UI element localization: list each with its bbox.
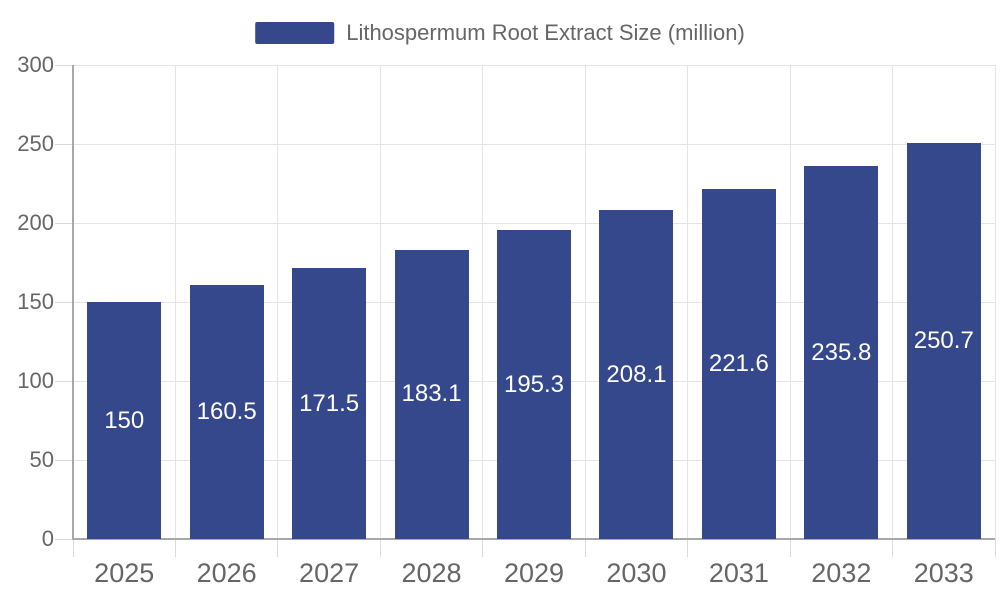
bar-2025[interactable]: 150 bbox=[87, 302, 162, 539]
x-axis-tick bbox=[174, 539, 176, 557]
h-gridline bbox=[73, 143, 995, 145]
bar-2027[interactable]: 171.5 bbox=[292, 268, 367, 539]
x-axis-tick bbox=[379, 539, 381, 557]
bar-2032[interactable]: 235.8 bbox=[804, 166, 879, 539]
bar-value-label: 208.1 bbox=[606, 360, 667, 388]
y-axis-tick bbox=[55, 143, 73, 145]
v-gridline bbox=[994, 65, 996, 539]
y-axis-label: 100 bbox=[17, 368, 54, 393]
y-axis-tick bbox=[55, 459, 73, 461]
legend-label: Lithospermum Root Extract Size (million) bbox=[346, 20, 745, 45]
x-axis-tick bbox=[72, 539, 74, 557]
bar-value-label: 250.7 bbox=[913, 326, 974, 354]
h-gridline bbox=[73, 64, 995, 66]
y-axis-label: 250 bbox=[17, 131, 54, 156]
y-axis-label: 50 bbox=[29, 447, 54, 472]
v-gridline bbox=[482, 65, 484, 539]
x-axis-label-2031: 2031 bbox=[708, 558, 769, 588]
y-axis-tick bbox=[55, 64, 73, 66]
x-axis-tick bbox=[994, 539, 996, 557]
x-axis-label-2032: 2032 bbox=[811, 558, 872, 588]
legend[interactable]: Lithospermum Root Extract Size (million) bbox=[255, 20, 745, 46]
x-axis-tick bbox=[482, 539, 484, 557]
v-gridline bbox=[174, 65, 176, 539]
bar-2031[interactable]: 221.6 bbox=[701, 188, 776, 539]
v-gridline bbox=[584, 65, 586, 539]
bar-2026[interactable]: 160.5 bbox=[189, 285, 264, 539]
y-axis-label: 300 bbox=[17, 52, 54, 77]
x-axis-label-2029: 2029 bbox=[503, 558, 565, 588]
y-axis-tick bbox=[55, 380, 73, 382]
v-gridline bbox=[789, 65, 791, 539]
x-axis-tick bbox=[892, 539, 894, 557]
y-axis-tick bbox=[55, 301, 73, 303]
x-axis-label-2025: 2025 bbox=[94, 558, 155, 588]
bar-value-label: 195.3 bbox=[503, 370, 565, 398]
x-axis-tick bbox=[687, 539, 689, 557]
bar-value-label: 221.6 bbox=[708, 349, 769, 377]
x-axis-label-2033: 2033 bbox=[913, 558, 974, 588]
bar-value-label: 150 bbox=[104, 406, 145, 434]
x-axis-tick bbox=[584, 539, 586, 557]
bar-value-label: 235.8 bbox=[811, 338, 872, 366]
bar-2033[interactable]: 250.7 bbox=[906, 142, 981, 539]
v-gridline bbox=[379, 65, 381, 539]
v-gridline bbox=[892, 65, 894, 539]
v-gridline bbox=[687, 65, 689, 539]
y-axis-tick bbox=[55, 222, 73, 224]
x-axis-tick bbox=[277, 539, 279, 557]
y-axis-label: 0 bbox=[41, 526, 54, 551]
v-gridline bbox=[277, 65, 279, 539]
bar-2028[interactable]: 183.1 bbox=[394, 249, 469, 539]
x-axis-line bbox=[72, 538, 995, 540]
x-axis-label-2027: 2027 bbox=[299, 558, 360, 588]
x-axis-label-2026: 2026 bbox=[196, 558, 257, 588]
y-axis-tick bbox=[55, 538, 73, 540]
bar-2030[interactable]: 208.1 bbox=[599, 210, 674, 539]
x-axis-label-2030: 2030 bbox=[606, 558, 667, 588]
legend-swatch-icon bbox=[255, 22, 335, 44]
h-gridline bbox=[73, 222, 995, 224]
y-axis-label: 200 bbox=[17, 210, 54, 235]
x-axis-tick bbox=[789, 539, 791, 557]
bar-value-label: 171.5 bbox=[299, 389, 360, 417]
y-axis-line bbox=[72, 65, 74, 539]
y-axis-label: 150 bbox=[17, 289, 54, 314]
x-axis-label-2028: 2028 bbox=[401, 558, 462, 588]
bar-2029[interactable]: 195.3 bbox=[497, 230, 571, 539]
bar-value-label: 183.1 bbox=[401, 380, 462, 408]
bar-value-label: 160.5 bbox=[196, 398, 257, 426]
